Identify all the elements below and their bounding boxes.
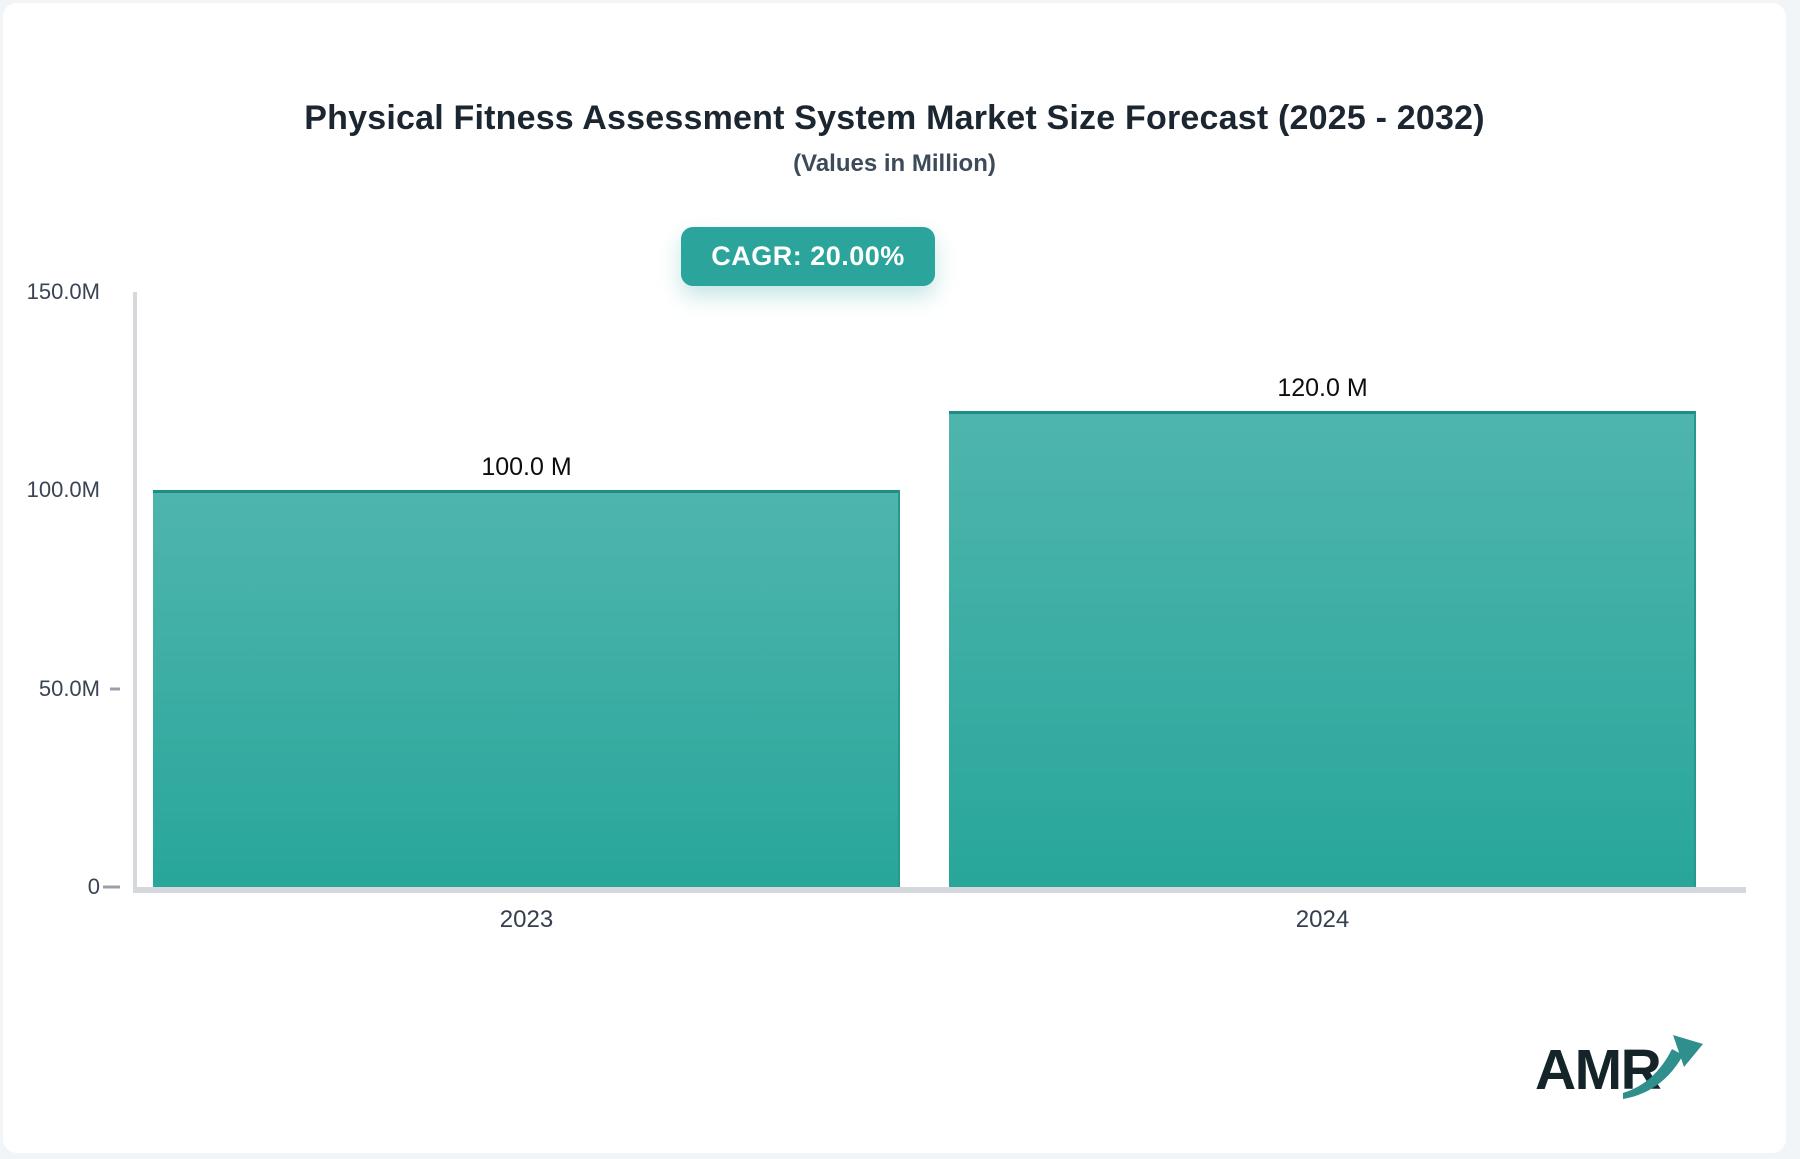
x-axis-category-label: 2024	[1295, 906, 1350, 933]
bar-value-label: 120.0 M	[1277, 374, 1368, 402]
y-axis-tick-label: 150.0M	[26, 279, 100, 304]
amr-logo: AMR	[1535, 1035, 1715, 1117]
x-axis-category-label: 2023	[499, 906, 554, 933]
chart-card: Physical Fitness Assessment System Marke…	[3, 3, 1786, 1153]
chart-subtitle: (Values in Million)	[793, 150, 996, 177]
y-axis-line	[133, 292, 137, 889]
growth-arrow-icon	[1623, 1035, 1703, 1099]
x-axis-baseline	[133, 887, 1746, 893]
bar-value-label: 100.0 M	[481, 453, 572, 482]
y-axis-tick-label: 50.0M	[38, 675, 100, 701]
y-axis-tick-label: 100.0M	[26, 477, 100, 503]
y-axis-tick-mark	[110, 687, 120, 691]
cagr-badge-label: CAGR: 20.00%	[711, 241, 905, 271]
bar-2024	[949, 411, 1696, 887]
bar-2023	[153, 490, 900, 887]
bar-chart-plot: 150.0M 100.0M 50.0M 0 100.0 M 120.0 M 2023 20…	[3, 3, 1800, 1159]
y-axis-tick-label: 0	[87, 874, 100, 899]
chart-title: Physical Fitness Assessment System Marke…	[304, 99, 1485, 137]
cagr-badge: CAGR: 20.00%	[681, 227, 935, 286]
y-axis-tick-mark	[103, 885, 120, 889]
